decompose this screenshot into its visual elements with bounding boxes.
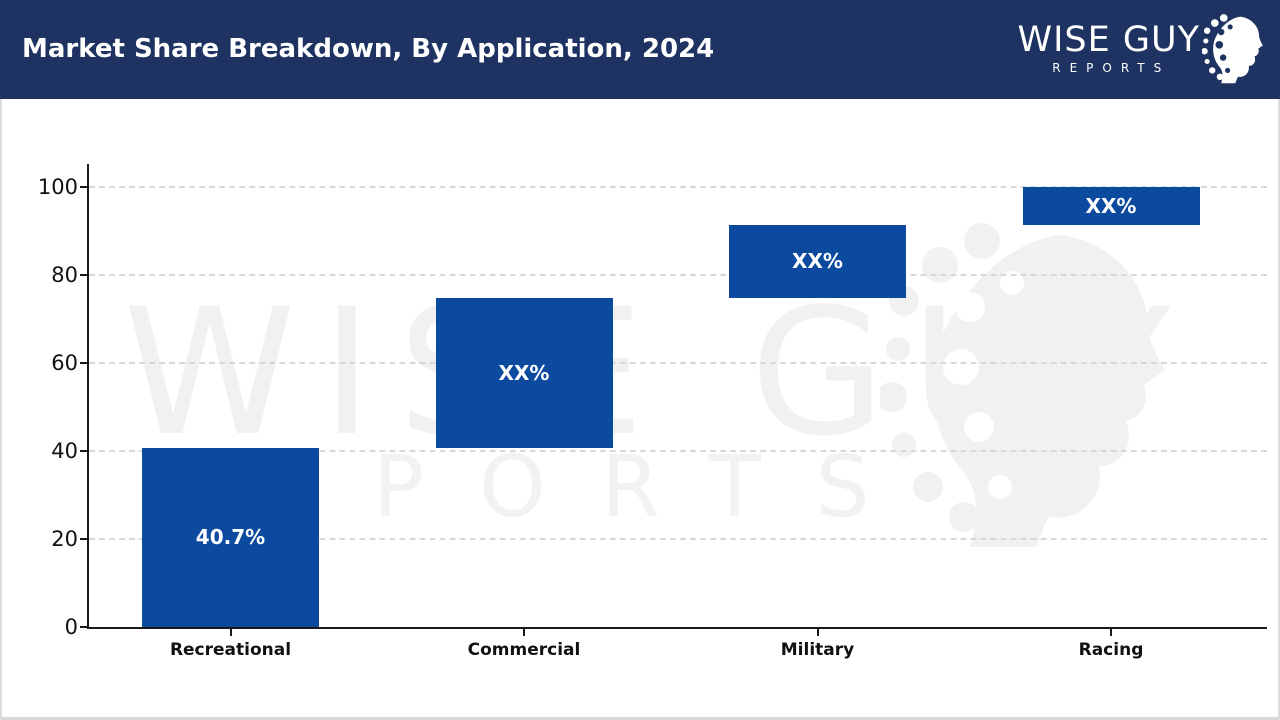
bar-value-label: 40.7%: [195, 525, 266, 550]
bar-commercial: XX%: [435, 297, 613, 448]
y-tick-100: [80, 186, 87, 188]
header-bar: Market Share Breakdown, By Application, …: [0, 0, 1280, 99]
y-tick-60: [80, 362, 87, 364]
y-tick-40: [80, 450, 87, 452]
x-tick-racing: [1110, 629, 1112, 636]
x-tick-military: [816, 629, 819, 636]
y-tick-0: [80, 626, 87, 628]
category-label-recreational: Recreational: [169, 640, 292, 660]
y-tick-label-40: 40: [51, 439, 78, 463]
category-label-commercial: Commercial: [467, 640, 581, 660]
brand-logo-text: WISE GUY REPORTS: [1017, 21, 1200, 75]
bar-value-label: XX%: [498, 360, 550, 385]
category-label-military: Military: [780, 640, 855, 660]
y-tick-label-80: 80: [51, 263, 78, 287]
brand-logo: WISE GUY REPORTS: [1017, 9, 1266, 87]
y-tick-label-20: 20: [51, 527, 78, 551]
x-tick-recreational: [229, 629, 232, 636]
y-tick-label-100: 100: [37, 175, 78, 199]
gridline-20: [89, 538, 1267, 540]
gridline-80: [89, 274, 1267, 276]
category-label-racing: Racing: [1078, 640, 1144, 660]
brand-subtext: REPORTS: [1052, 60, 1171, 75]
y-tick-20: [80, 538, 87, 540]
brand-head-icon: [1202, 14, 1263, 84]
y-tick-label-60: 60: [51, 351, 78, 375]
bar-value-label: XX%: [792, 249, 843, 274]
x-axis-spine: [87, 627, 1267, 629]
gridline-40: [89, 450, 1267, 452]
y-axis-spine: [87, 164, 89, 629]
bar-military: XX%: [729, 224, 906, 298]
brand-wordmark: WISE GUY: [1017, 20, 1200, 61]
gridline-60: [89, 362, 1267, 364]
y-tick-label-0: 0: [64, 615, 78, 639]
bar-value-label: XX%: [1085, 193, 1137, 218]
y-tick-80: [80, 274, 87, 276]
gridline-100: [89, 186, 1267, 188]
bar-recreational: 40.7%: [142, 447, 319, 627]
x-tick-commercial: [523, 629, 525, 636]
watermark-head-icon: [880, 223, 1165, 547]
page-title: Market Share Breakdown, By Application, …: [22, 34, 715, 64]
bar-racing: XX%: [1022, 187, 1200, 225]
